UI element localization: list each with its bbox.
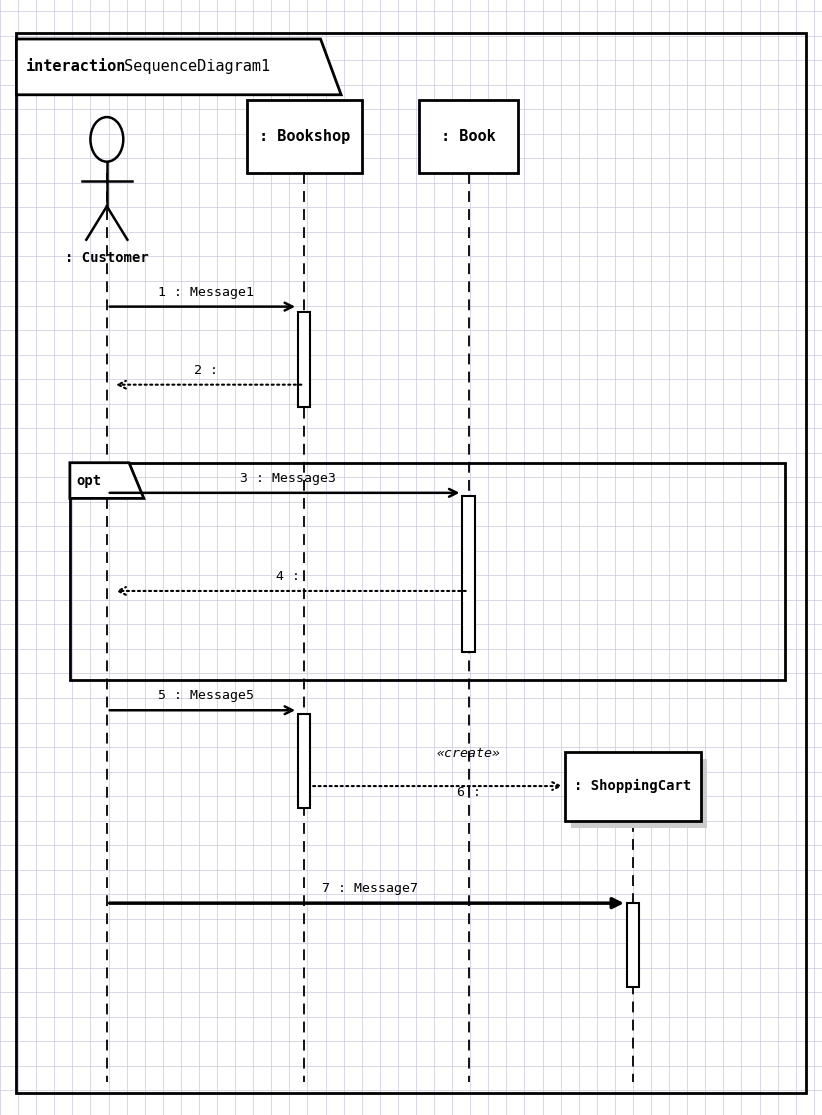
- Text: : ShoppingCart: : ShoppingCart: [575, 779, 691, 793]
- FancyBboxPatch shape: [462, 496, 475, 652]
- Text: 6 :: 6 :: [456, 786, 481, 799]
- Polygon shape: [70, 463, 144, 498]
- Text: : Bookshop: : Bookshop: [258, 129, 350, 144]
- FancyBboxPatch shape: [298, 312, 311, 407]
- Text: 3 : Message3: 3 : Message3: [240, 472, 335, 485]
- Text: : Customer: : Customer: [65, 251, 149, 265]
- Text: interaction: interaction: [26, 59, 127, 75]
- Text: 1 : Message1: 1 : Message1: [158, 285, 253, 299]
- Polygon shape: [16, 39, 341, 95]
- Text: SequenceDiagram1: SequenceDiagram1: [115, 59, 270, 75]
- FancyBboxPatch shape: [298, 714, 311, 808]
- FancyBboxPatch shape: [626, 903, 640, 987]
- FancyBboxPatch shape: [566, 752, 700, 821]
- FancyBboxPatch shape: [247, 100, 362, 173]
- Text: : Book: : Book: [441, 129, 496, 144]
- Text: 2 :: 2 :: [193, 363, 218, 377]
- Text: 7 : Message7: 7 : Message7: [322, 882, 418, 895]
- Text: 4 :: 4 :: [275, 570, 300, 583]
- FancyBboxPatch shape: [570, 759, 707, 828]
- Text: 5 : Message5: 5 : Message5: [158, 689, 253, 702]
- FancyBboxPatch shape: [419, 100, 518, 173]
- Text: «create»: «create»: [436, 747, 501, 760]
- Text: opt: opt: [76, 474, 102, 487]
